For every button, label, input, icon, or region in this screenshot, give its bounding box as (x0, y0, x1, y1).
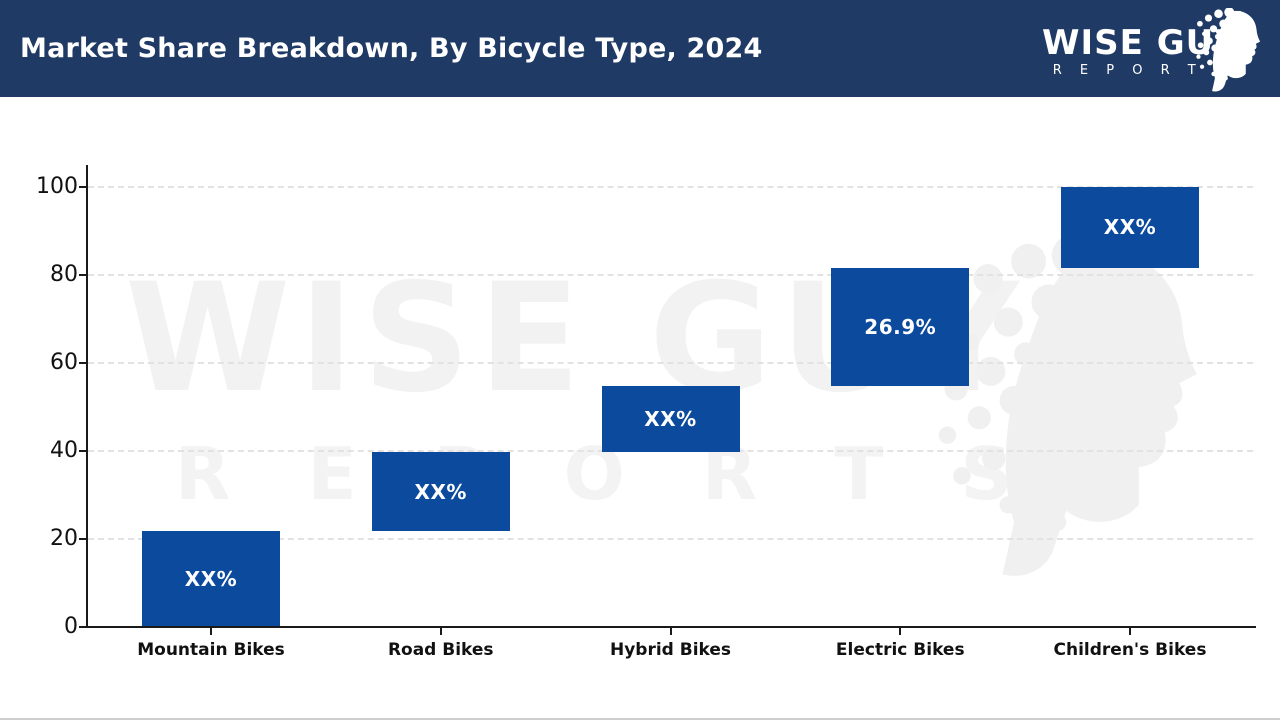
y-tick-label: 80 (50, 262, 78, 287)
bar-value-label: XX% (1103, 215, 1157, 240)
y-tick-mark (79, 626, 86, 628)
y-tick-label: 20 (50, 526, 78, 551)
gridline (88, 538, 1253, 540)
y-axis-spine (86, 165, 88, 627)
bar-value-label: XX% (184, 567, 238, 592)
bar-value-label: XX% (644, 407, 697, 432)
x-tick-mark (439, 628, 442, 635)
x-tick-label: Hybrid Bikes (609, 640, 732, 660)
y-tick-label: 60 (50, 350, 78, 375)
gridline (88, 186, 1253, 188)
bar-electric-bikes: 26.9% (831, 267, 970, 386)
bar-mountain-bikes: XX% (142, 531, 280, 627)
logo-text: WISE GUY R E P O R T S (1042, 26, 1240, 78)
logo-subtitle: R E P O R T S (1052, 63, 1230, 78)
x-tick-mark (210, 628, 212, 635)
y-tick-mark (79, 186, 86, 188)
gridline (88, 274, 1253, 276)
y-tick-label: 100 (36, 174, 78, 199)
bar-value-label: XX% (414, 479, 467, 504)
x-tick-mark (899, 628, 902, 635)
y-tick-label: 40 (50, 438, 78, 463)
bar-road-bikes: XX% (371, 452, 510, 532)
x-tick-label: Mountain Bikes (137, 640, 285, 660)
y-tick-mark (79, 450, 86, 452)
bar-hybrid-bikes: XX% (601, 385, 740, 453)
gridline (88, 362, 1253, 364)
x-tick-label: Electric Bikes (835, 640, 965, 660)
y-tick-mark (79, 538, 86, 540)
face-profile-icon (1196, 8, 1261, 92)
watermark-face-icon (938, 235, 1197, 576)
y-tick-mark (79, 274, 86, 276)
watermark-subtitle: R E P O R T S (175, 432, 1039, 516)
x-axis-spine (86, 626, 1256, 628)
chart-title: Market Share Breakdown, By Bicycle Type,… (20, 33, 763, 64)
wise-guy-logo: WISE GUY R E P O R T S (1016, 6, 1266, 94)
x-tick-label: Road Bikes (387, 640, 494, 660)
y-tick-label: 0 (64, 614, 78, 639)
x-tick-mark (1129, 628, 1131, 635)
y-tick-mark (79, 362, 86, 364)
header-bar: Market Share Breakdown, By Bicycle Type,… (0, 0, 1280, 97)
bar-value-label: 26.9% (864, 314, 937, 339)
x-tick-label: Children's Bikes (1053, 640, 1207, 660)
chart-area: WISE GUY R E P O R T S 0 20 40 60 80 100 XX% Mo… (0, 97, 1280, 720)
bar-children-s-bikes: XX% (1061, 187, 1199, 268)
x-tick-mark (669, 628, 672, 635)
